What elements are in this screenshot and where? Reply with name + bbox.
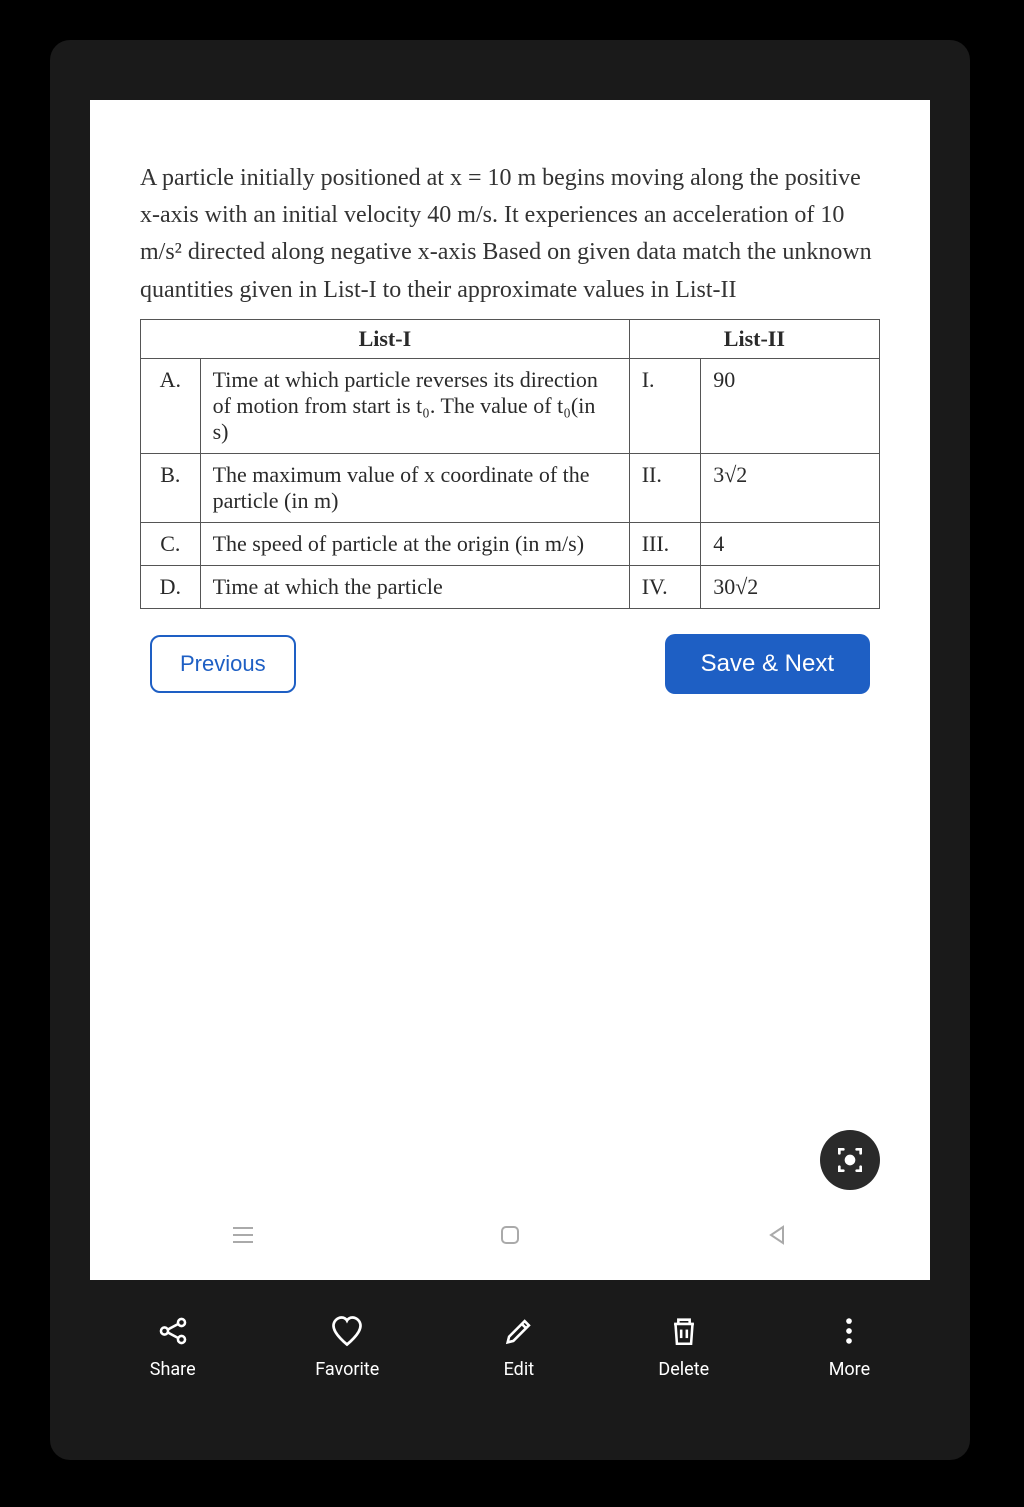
row-value: 30√2 [701,565,880,608]
table-row: A. Time at which particle reverses its d… [141,358,880,453]
phone-frame: A particle initially positioned at x = 1… [50,40,970,1460]
row-desc: Time at which particle reverses its dire… [200,358,629,453]
table-row: C. The speed of particle at the origin (… [141,522,880,565]
delete-label: Delete [658,1359,709,1380]
more-icon [829,1311,869,1351]
more-button[interactable]: More [829,1311,870,1380]
share-label: Share [150,1359,196,1380]
android-nav-bar [110,1210,910,1260]
share-icon [153,1311,193,1351]
edit-button[interactable]: Edit [499,1311,539,1380]
header-list1: List-I [141,319,630,358]
row-letter: A. [141,358,201,453]
favorite-button[interactable]: Favorite [315,1311,379,1380]
back-button[interactable] [762,1220,792,1250]
row-letter: D. [141,565,201,608]
table-row: B. The maximum value of x coordinate of … [141,453,880,522]
row-roman: II. [629,453,701,522]
row-letter: C. [141,522,201,565]
row-value: 90 [701,358,880,453]
question-content: A particle initially positioned at x = 1… [90,100,930,1280]
row-desc: The speed of particle at the origin (in … [200,522,629,565]
row-roman: I. [629,358,701,453]
match-table: List-I List-II A. Time at which particle… [140,319,880,609]
row-value: 3√2 [701,453,880,522]
lens-button[interactable] [820,1130,880,1190]
question-text: A particle initially positioned at x = 1… [140,160,880,309]
favorite-label: Favorite [315,1359,379,1380]
row-letter: B. [141,453,201,522]
edit-label: Edit [504,1359,534,1380]
bottom-toolbar: Share Favorite Edit [90,1290,930,1400]
header-list2: List-II [629,319,879,358]
heart-icon [327,1311,367,1351]
row-value: 4 [701,522,880,565]
trash-icon [664,1311,704,1351]
pencil-icon [499,1311,539,1351]
row-desc: Time at which the particle [200,565,629,608]
row-roman: III. [629,522,701,565]
table-row: D. Time at which the particle IV. 30√2 [141,565,880,608]
lens-icon [834,1144,866,1176]
buttons-row: Previous Save & Next [140,634,880,694]
home-button[interactable] [495,1220,525,1250]
recent-apps-button[interactable] [228,1220,258,1250]
row-desc: The maximum value of x coordinate of the… [200,453,629,522]
more-label: More [829,1359,870,1380]
share-button[interactable]: Share [150,1311,196,1380]
row-roman: IV. [629,565,701,608]
previous-button[interactable]: Previous [150,635,296,693]
save-next-button[interactable]: Save & Next [665,634,870,694]
delete-button[interactable]: Delete [658,1311,709,1380]
